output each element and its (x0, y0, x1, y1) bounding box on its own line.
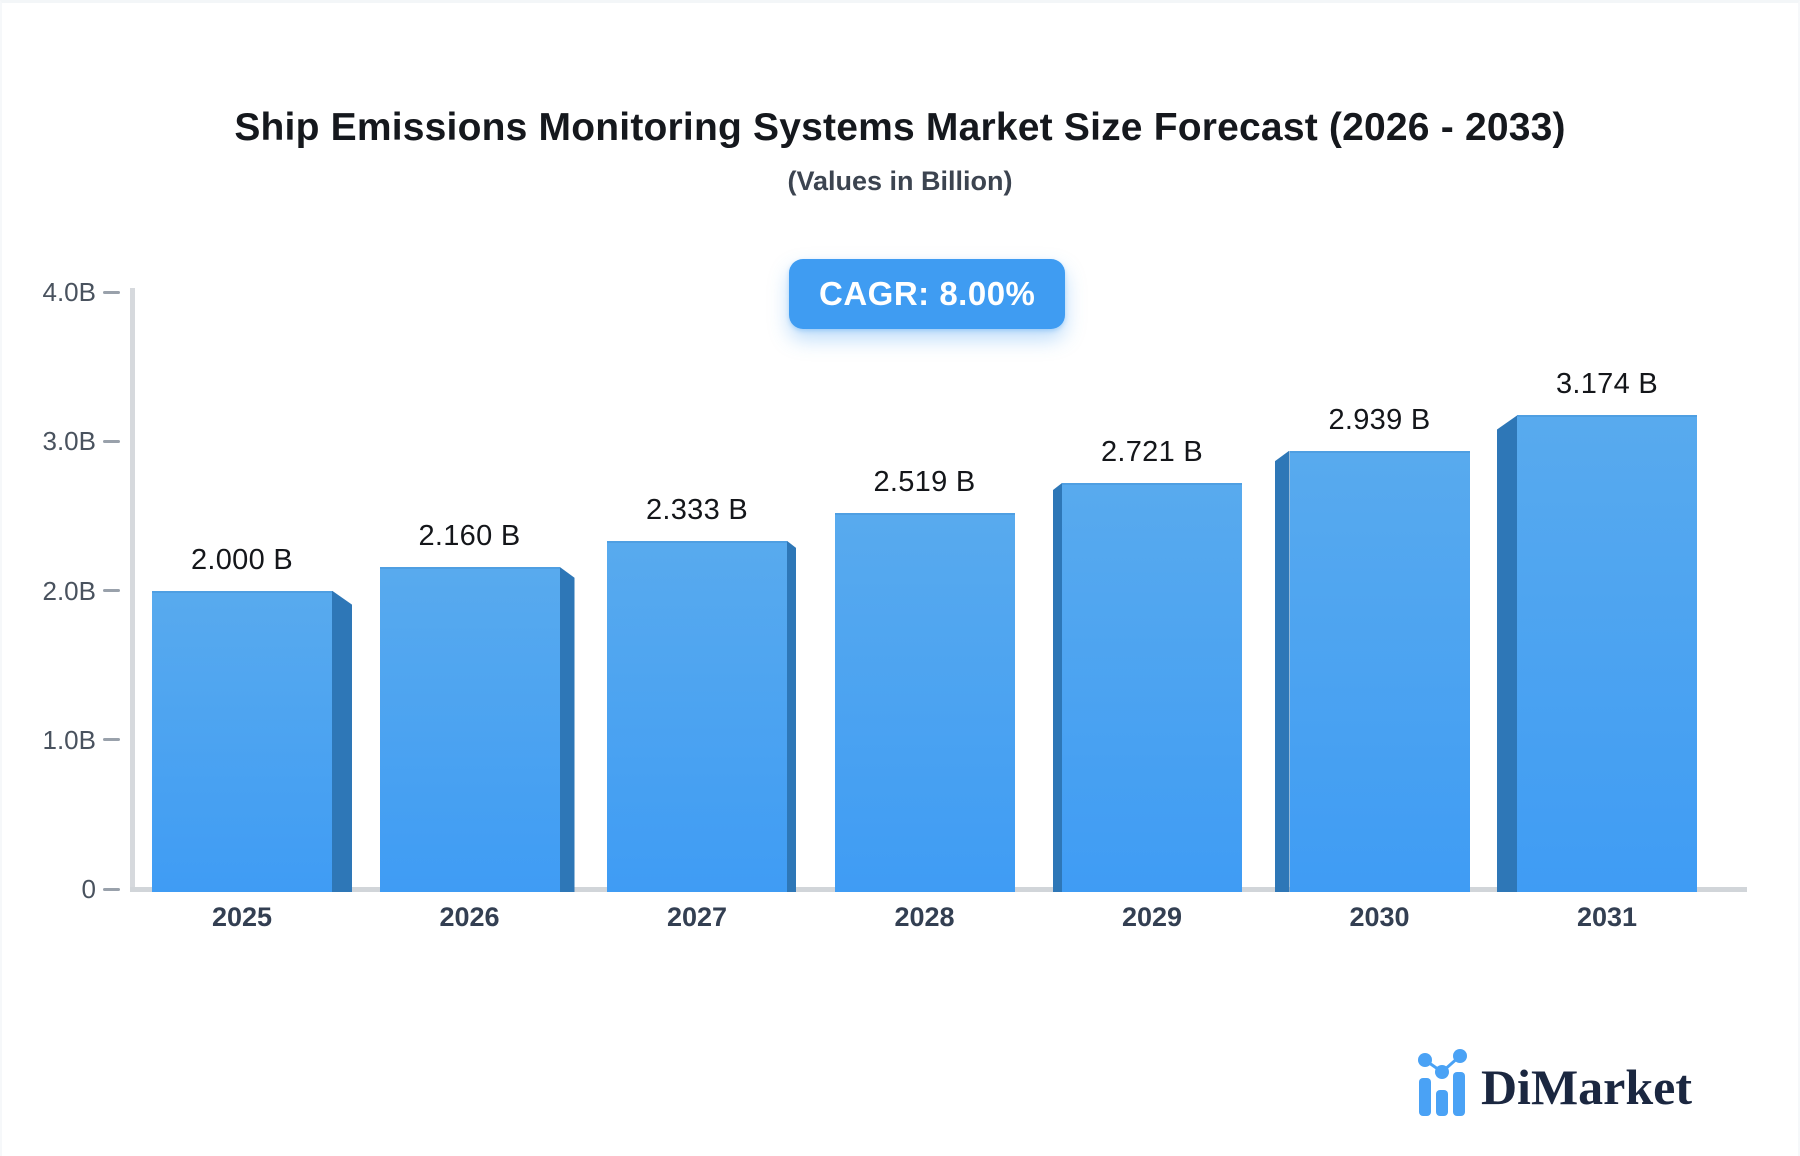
x-tick-label: 2026 (439, 902, 500, 932)
bar-value-label: 2.939 B (1328, 403, 1431, 436)
bar-side-face (1053, 483, 1062, 892)
bar-value-label: 2.519 B (873, 466, 976, 499)
bar-value-label: 3.174 B (1555, 368, 1659, 401)
y-tick-mark (103, 738, 120, 742)
bar-side-face (1497, 415, 1517, 892)
bar-value-label: 2.721 B (1100, 436, 1204, 469)
y-tick-label: 4.0B (42, 277, 97, 308)
y-tick-label: 2.0B (42, 575, 97, 606)
x-tick-label: 2029 (1121, 902, 1183, 932)
bar-value-label: 2.333 B (645, 493, 749, 526)
bar-2030 (1289, 450, 1470, 892)
bar-side-face (332, 590, 352, 892)
bar-2025 (152, 590, 332, 892)
y-tick-mark (103, 887, 120, 891)
y-tick-label: 0 (81, 874, 96, 904)
bar-2031 (1517, 415, 1697, 892)
y-tick-label: 3.0B (42, 426, 97, 457)
x-tick-label: 2025 (211, 902, 273, 932)
chart-subtitle: (Values in Billion) (787, 166, 1013, 196)
y-tick-mark (103, 290, 120, 294)
bar-2026 (379, 566, 560, 892)
y-axis (130, 288, 135, 889)
bar-side-face (559, 566, 575, 892)
y-tick-mark (103, 439, 120, 443)
bar-value-label: 2.000 B (190, 543, 294, 576)
dimarket-logo-text: DiMarket (1480, 1059, 1692, 1115)
bar-side-face (1274, 450, 1290, 892)
chart-title: Ship Emissions Monitoring Systems Market… (234, 106, 1566, 149)
bar-2028 (834, 513, 1015, 892)
y-tick-label: 1.0B (42, 724, 97, 755)
x-tick-label: 2031 (1576, 902, 1638, 932)
bar-value-label: 2.160 B (418, 519, 521, 552)
x-tick-label: 2027 (666, 902, 728, 932)
bar-2027 (607, 540, 787, 892)
bar-side-face (787, 540, 796, 892)
x-tick-label: 2030 (1349, 902, 1410, 932)
bar-2029 (1062, 483, 1242, 892)
x-tick-label: 2028 (894, 902, 955, 932)
dimarket-logo: DiMarket (1415, 1046, 1692, 1116)
cagr-badge: CAGR: 8.00% (789, 259, 1066, 329)
dimarket-logo-icon (1415, 1046, 1467, 1116)
y-tick-mark (103, 589, 120, 593)
